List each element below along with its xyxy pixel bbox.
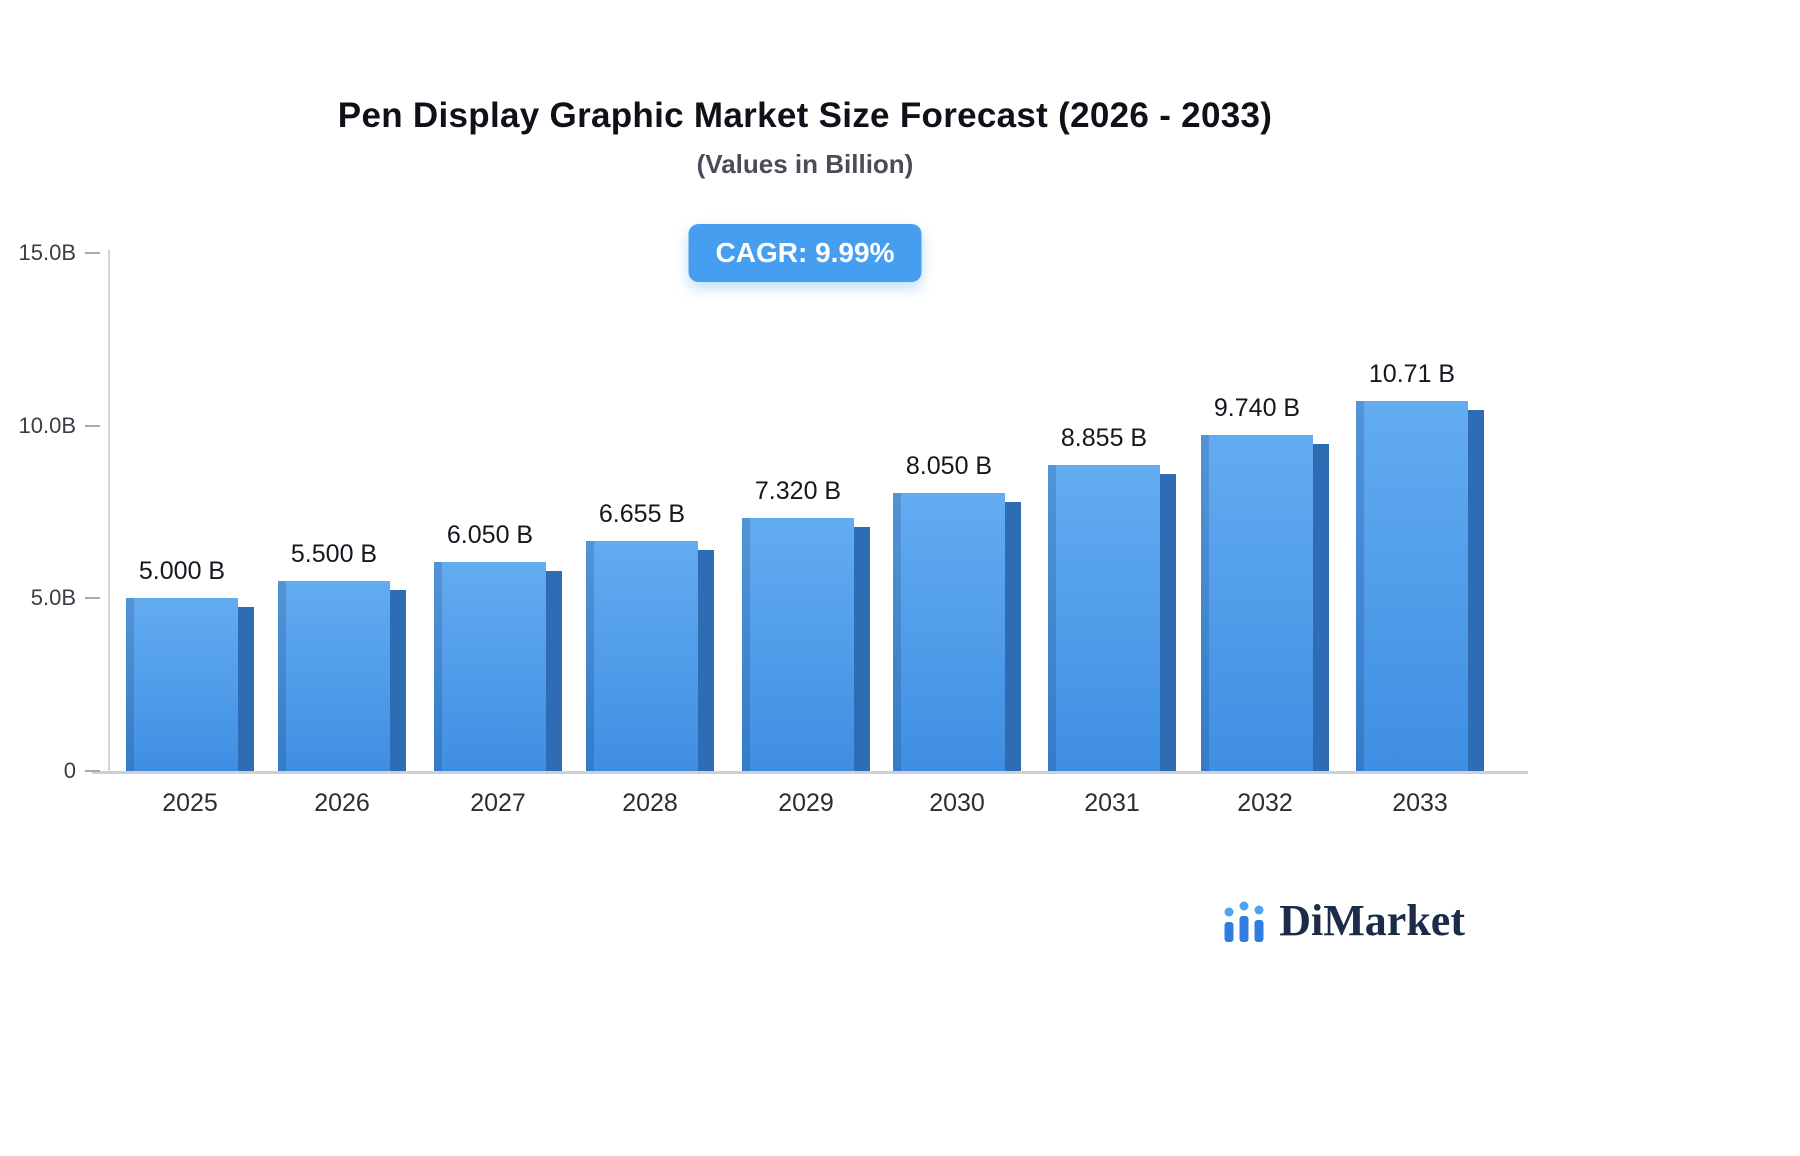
- bar-value-label: 5.500 B: [290, 540, 378, 569]
- bar-front-face: [1201, 434, 1313, 772]
- x-label-2027: 2027: [470, 789, 526, 817]
- bar-2033: 10.71 B: [1356, 360, 1484, 771]
- x-label-2030: 2030: [929, 789, 985, 817]
- bar-side-face: [854, 527, 870, 771]
- x-label-2031: 2031: [1084, 789, 1140, 817]
- chart-subtitle: (Values in Billion): [696, 149, 914, 179]
- bar-2027: 6.050 B: [434, 521, 562, 771]
- bar-side-face: [390, 590, 406, 771]
- bar-front-face: [278, 581, 390, 771]
- y-tick-mark: [85, 770, 100, 772]
- bar-front-face: [434, 562, 546, 771]
- bar-value-label: 7.320 B: [754, 477, 842, 506]
- x-label-2025: 2025: [162, 789, 218, 817]
- bar-value-label: 9.740 B: [1213, 393, 1301, 422]
- x-label-2032: 2032: [1237, 789, 1293, 817]
- plot-area: 15.0B 10.0B 5.0B 0 5.000 B 5.500 B 6.050 B 6.6…: [19, 240, 1528, 817]
- bar-front-face: [1048, 465, 1160, 771]
- x-label-2028: 2028: [622, 789, 678, 817]
- bar-2028: 6.655 B: [586, 500, 714, 771]
- bar-value-label: 8.050 B: [905, 452, 993, 481]
- bar-2031: 8.855 B: [1048, 424, 1176, 771]
- y-tick-mark: [85, 597, 100, 600]
- x-label-2026: 2026: [314, 789, 370, 817]
- x-axis-line: [92, 771, 1528, 774]
- bar-chart-icon: [1224, 901, 1264, 942]
- x-label-2029: 2029: [778, 789, 834, 817]
- cagr-badge: CAGR: 9.99%: [688, 224, 922, 282]
- bar-side-face: [1160, 474, 1176, 771]
- bar-side-face: [1005, 502, 1021, 771]
- bar-value-label: 5.000 B: [138, 557, 226, 586]
- chart-title: Pen Display Graphic Market Size Forecast…: [337, 96, 1273, 135]
- y-tick-label: 0: [63, 758, 76, 783]
- brand-logo: DiMarket: [1221, 898, 1465, 944]
- logo-text: DiMarket: [1279, 896, 1465, 945]
- bar-side-face: [1313, 443, 1329, 771]
- y-tick-label: 15.0B: [18, 240, 77, 265]
- bar-value-label: 6.050 B: [446, 521, 534, 550]
- x-label-2033: 2033: [1392, 789, 1448, 817]
- bar-2025: 5.000 B: [126, 557, 254, 771]
- bar-value-label: 6.655 B: [598, 500, 686, 529]
- bar-front-face: [893, 493, 1005, 771]
- y-tick-label: 10.0B: [18, 412, 77, 438]
- bar-side-face: [698, 550, 714, 771]
- y-axis-line: [108, 250, 110, 771]
- bar-2032: 9.740 B: [1201, 394, 1329, 772]
- bar-2030: 8.050 B: [893, 452, 1021, 771]
- bar-front-face: [126, 598, 238, 771]
- y-tick-mark: [85, 424, 100, 427]
- bar-2029: 7.320 B: [742, 477, 870, 771]
- bar-front-face: [586, 541, 698, 771]
- y-tick-label: 5.0B: [30, 585, 76, 611]
- bar-side-face: [238, 607, 254, 771]
- bar-value-label: 10.71 B: [1368, 360, 1456, 389]
- y-tick-mark: [85, 252, 100, 254]
- bar-side-face: [1468, 410, 1484, 771]
- bar-side-face: [546, 571, 562, 771]
- bar-value-label: 8.855 B: [1060, 424, 1148, 453]
- bar-front-face: [742, 518, 854, 771]
- bar-front-face: [1356, 401, 1468, 771]
- bar-2026: 5.500 B: [278, 540, 406, 771]
